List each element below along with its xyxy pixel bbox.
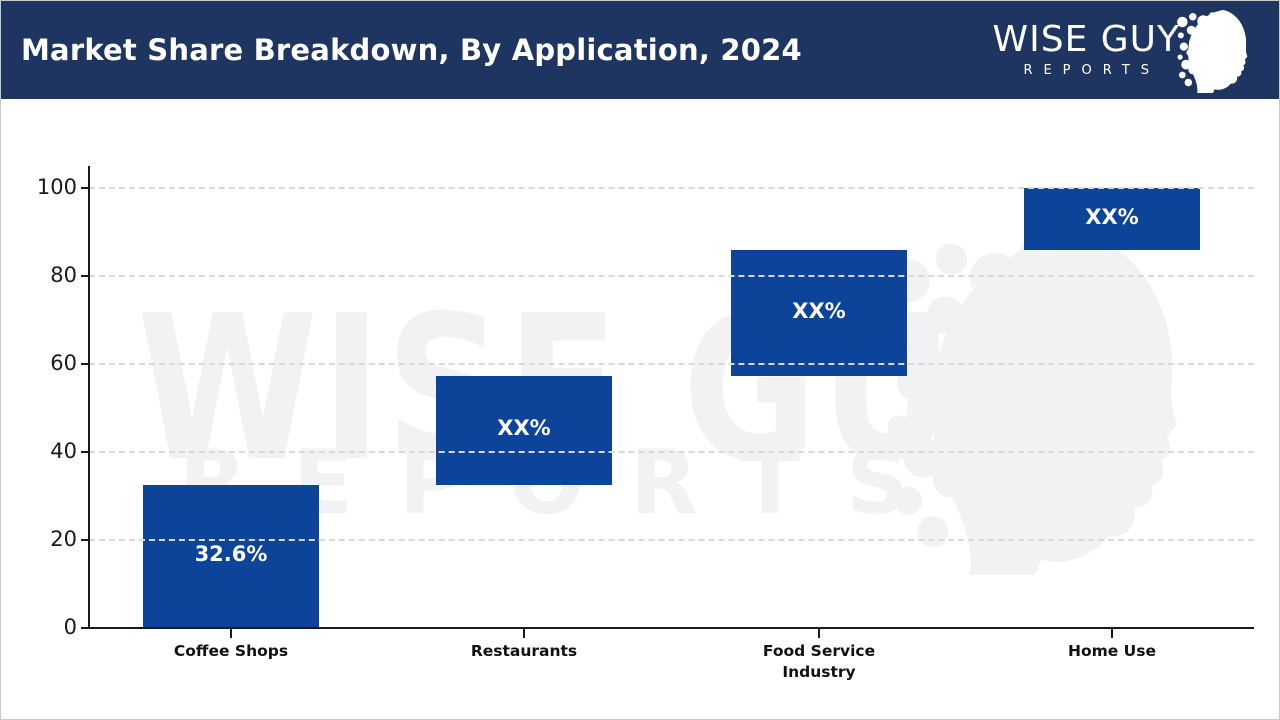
logo-text: WISE GUY REPORTS	[992, 19, 1181, 78]
dotted-head-icon	[1177, 9, 1248, 93]
logo-subtitle: REPORTS	[1023, 63, 1161, 78]
bar-restaurants	[436, 376, 612, 485]
y-tick-label-20: 20	[50, 527, 77, 551]
header-band: Market Share Breakdown, By Application, …	[1, 1, 1279, 99]
bar-food-service-industry	[731, 250, 907, 377]
gridline-40	[89, 451, 1254, 453]
y-tick-label-0: 0	[63, 615, 77, 639]
y-tick-label-60: 60	[50, 351, 77, 375]
x-tick-3	[1111, 629, 1113, 638]
gridline-60	[89, 363, 1254, 365]
chart-title: Market Share Breakdown, By Application, …	[21, 32, 802, 67]
gridline-20	[89, 539, 1254, 541]
x-tick-0	[230, 629, 232, 638]
bar-coffee-shops	[143, 484, 319, 628]
gridline-80	[89, 275, 1254, 277]
y-axis-line	[88, 166, 90, 629]
bar-value-label: 32.6%	[194, 542, 268, 567]
y-tick-60	[81, 363, 89, 365]
logo-wordmark: WISE GUY	[992, 19, 1180, 60]
x-axis-line	[88, 627, 1254, 629]
x-category-label: Food Service Industry	[762, 642, 876, 681]
y-tick-100	[81, 187, 89, 189]
x-category-label: Coffee Shops	[173, 642, 289, 660]
bar-value-label: XX%	[497, 416, 551, 441]
wise-guy-reports-logo: WISE GUY REPORTS	[993, 7, 1257, 93]
bar-value-label: XX%	[792, 299, 846, 324]
y-tick-20	[81, 539, 89, 541]
y-tick-40	[81, 451, 89, 453]
y-tick-label-80: 80	[50, 263, 77, 287]
x-category-label: Home Use	[1067, 642, 1156, 660]
x-tick-2	[818, 629, 820, 638]
y-tick-label-40: 40	[50, 439, 77, 463]
gridline-100	[89, 187, 1254, 189]
bar-value-label: XX%	[1085, 205, 1139, 230]
y-tick-0	[81, 627, 89, 629]
x-tick-1	[523, 629, 525, 638]
y-tick-80	[81, 275, 89, 277]
x-category-label: Restaurants	[470, 642, 578, 660]
y-tick-label-100: 100	[36, 175, 77, 199]
